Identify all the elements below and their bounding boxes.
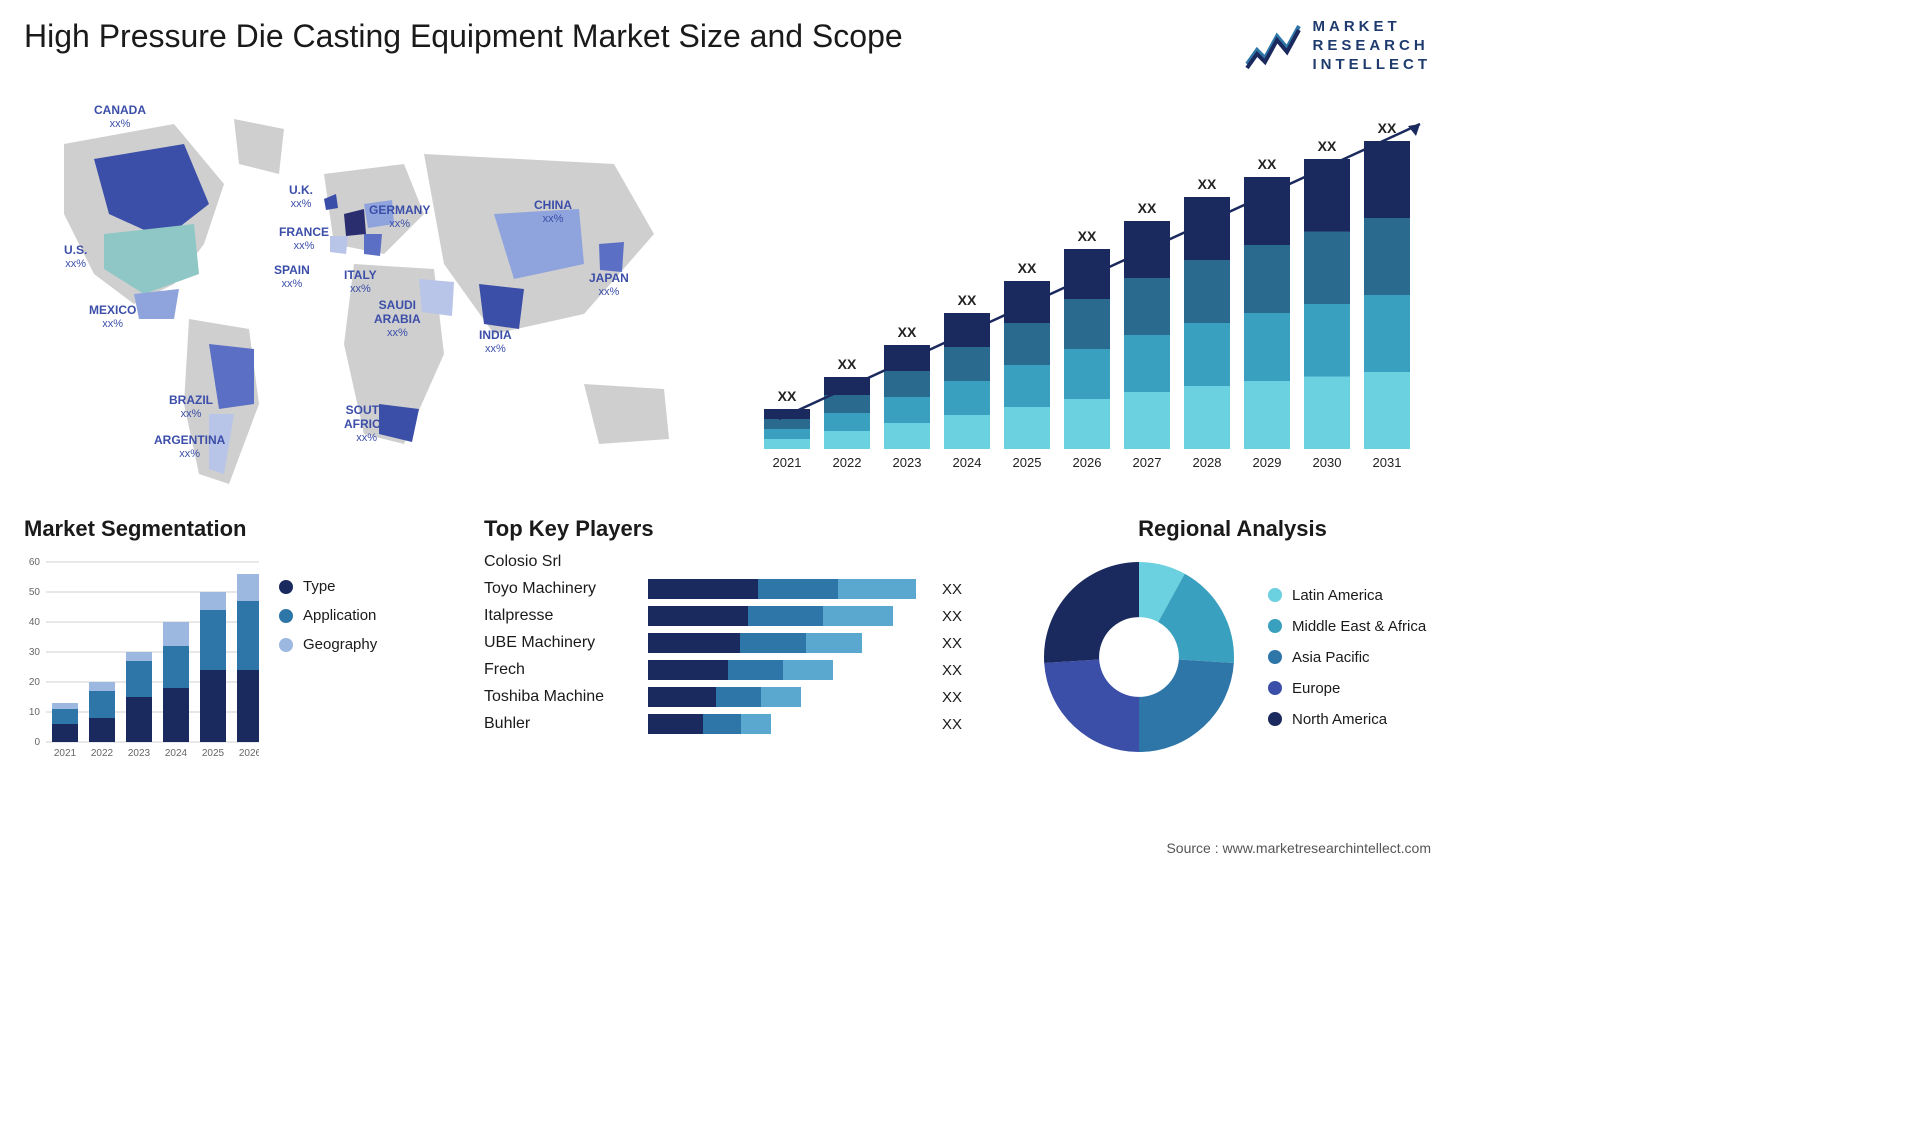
legend-item: Asia Pacific bbox=[1268, 649, 1426, 666]
svg-text:2030: 2030 bbox=[1313, 455, 1342, 470]
svg-text:2028: 2028 bbox=[1193, 455, 1222, 470]
legend-item: Geography bbox=[279, 636, 377, 653]
regional-title: Regional Analysis bbox=[1034, 516, 1431, 542]
player-row: ItalpresseXX bbox=[484, 606, 1004, 626]
player-row: Toshiba MachineXX bbox=[484, 687, 1004, 707]
world-map-panel: CANADAxx% U.S.xx% MEXICOxx% BRAZILxx% ARGENT… bbox=[24, 104, 714, 494]
map-label: U.S.xx% bbox=[64, 244, 87, 270]
svg-text:XX: XX bbox=[1198, 176, 1217, 192]
map-label: ITALYxx% bbox=[344, 269, 377, 295]
player-row: Toyo MachineryXX bbox=[484, 579, 1004, 599]
svg-text:XX: XX bbox=[1018, 260, 1037, 276]
svg-text:XX: XX bbox=[838, 356, 857, 372]
svg-text:2023: 2023 bbox=[128, 748, 151, 759]
regional-legend: Latin America Middle East & Africa Asia Pa… bbox=[1268, 587, 1426, 728]
map-label: SAUDIARABIAxx% bbox=[374, 299, 421, 339]
svg-text:2031: 2031 bbox=[1373, 455, 1402, 470]
svg-text:2026: 2026 bbox=[239, 748, 259, 759]
svg-text:2021: 2021 bbox=[54, 748, 77, 759]
svg-text:XX: XX bbox=[778, 388, 797, 404]
svg-text:2024: 2024 bbox=[165, 748, 188, 759]
svg-text:40: 40 bbox=[29, 617, 41, 628]
svg-text:XX: XX bbox=[1138, 200, 1157, 216]
map-label: CHINAxx% bbox=[534, 199, 572, 225]
player-row: Colosio Srl bbox=[484, 552, 1004, 572]
map-label: MEXICOxx% bbox=[89, 304, 136, 330]
legend-item: Application bbox=[279, 607, 377, 624]
growth-chart: XX 2021 XX 2022 XX 2023 XX 2024 XX 2025 XX 2026 XX 20… bbox=[744, 104, 1424, 484]
row-top: CANADAxx% U.S.xx% MEXICOxx% BRAZILxx% ARGENT… bbox=[24, 104, 1431, 494]
svg-text:XX: XX bbox=[1258, 156, 1277, 172]
logo-text: MARKET RESEARCH INTELLECT bbox=[1313, 18, 1432, 74]
map-label: INDIAxx% bbox=[479, 329, 512, 355]
svg-text:2025: 2025 bbox=[202, 748, 225, 759]
svg-text:XX: XX bbox=[1078, 228, 1097, 244]
svg-text:XX: XX bbox=[1318, 138, 1337, 154]
map-label: JAPANxx% bbox=[589, 272, 629, 298]
map-label: BRAZILxx% bbox=[169, 394, 213, 420]
map-label: ARGENTINAxx% bbox=[154, 434, 225, 460]
map-label: GERMANYxx% bbox=[369, 204, 430, 230]
svg-text:0: 0 bbox=[34, 737, 40, 748]
segmentation-chart: 0 10 20 30 40 50 60 2021 2022 2023 2024 2025 2026 bbox=[24, 552, 259, 772]
map-label: SPAINxx% bbox=[274, 264, 310, 290]
svg-text:2022: 2022 bbox=[833, 455, 862, 470]
map-label: SOUTHAFRICAxx% bbox=[344, 404, 389, 444]
map-label: CANADAxx% bbox=[94, 104, 146, 130]
header: High Pressure Die Casting Equipment Mark… bbox=[24, 18, 1431, 74]
svg-text:10: 10 bbox=[29, 707, 41, 718]
map-label: FRANCExx% bbox=[279, 226, 329, 252]
svg-text:XX: XX bbox=[1378, 120, 1397, 136]
logo-icon bbox=[1243, 20, 1303, 72]
svg-text:XX: XX bbox=[958, 292, 977, 308]
svg-text:2027: 2027 bbox=[1133, 455, 1162, 470]
svg-text:2024: 2024 bbox=[953, 455, 982, 470]
brand-logo: MARKET RESEARCH INTELLECT bbox=[1243, 18, 1432, 74]
svg-text:60: 60 bbox=[29, 557, 41, 568]
svg-text:2023: 2023 bbox=[893, 455, 922, 470]
legend-item: Latin America bbox=[1268, 587, 1426, 604]
players-panel: Top Key Players Colosio Srl Toyo Machiner… bbox=[484, 516, 1004, 734]
legend-item: Middle East & Africa bbox=[1268, 618, 1426, 635]
svg-text:50: 50 bbox=[29, 587, 41, 598]
players-title: Top Key Players bbox=[484, 516, 1004, 542]
segmentation-legend: Type Application Geography bbox=[279, 578, 377, 772]
growth-chart-panel: XX 2021 XX 2022 XX 2023 XX 2024 XX 2025 XX 2026 XX 20… bbox=[744, 104, 1431, 494]
player-row: UBE MachineryXX bbox=[484, 633, 1004, 653]
svg-text:2021: 2021 bbox=[773, 455, 802, 470]
segmentation-panel: Market Segmentation 0 10 20 30 40 50 60 2021 202… bbox=[24, 516, 454, 772]
svg-text:XX: XX bbox=[898, 324, 917, 340]
map-label: U.K.xx% bbox=[289, 184, 313, 210]
source-text: Source : www.marketresearchintellect.com bbox=[1166, 840, 1431, 856]
svg-text:30: 30 bbox=[29, 647, 41, 658]
svg-text:2025: 2025 bbox=[1013, 455, 1042, 470]
svg-text:2029: 2029 bbox=[1253, 455, 1282, 470]
svg-text:2022: 2022 bbox=[91, 748, 114, 759]
player-row: FrechXX bbox=[484, 660, 1004, 680]
row-bottom: Market Segmentation 0 10 20 30 40 50 60 2021 202… bbox=[24, 516, 1431, 772]
regional-panel: Regional Analysis Latin America Middle Ea… bbox=[1034, 516, 1431, 762]
legend-item: North America bbox=[1268, 711, 1426, 728]
svg-text:20: 20 bbox=[29, 677, 41, 688]
segmentation-title: Market Segmentation bbox=[24, 516, 454, 542]
legend-item: Europe bbox=[1268, 680, 1426, 697]
player-row: BuhlerXX bbox=[484, 714, 1004, 734]
regional-donut bbox=[1034, 552, 1244, 762]
legend-item: Type bbox=[279, 578, 377, 595]
svg-text:2026: 2026 bbox=[1073, 455, 1102, 470]
page-title: High Pressure Die Casting Equipment Mark… bbox=[24, 18, 903, 55]
players-list: Colosio Srl Toyo MachineryXX ItalpresseXX U… bbox=[484, 552, 1004, 734]
